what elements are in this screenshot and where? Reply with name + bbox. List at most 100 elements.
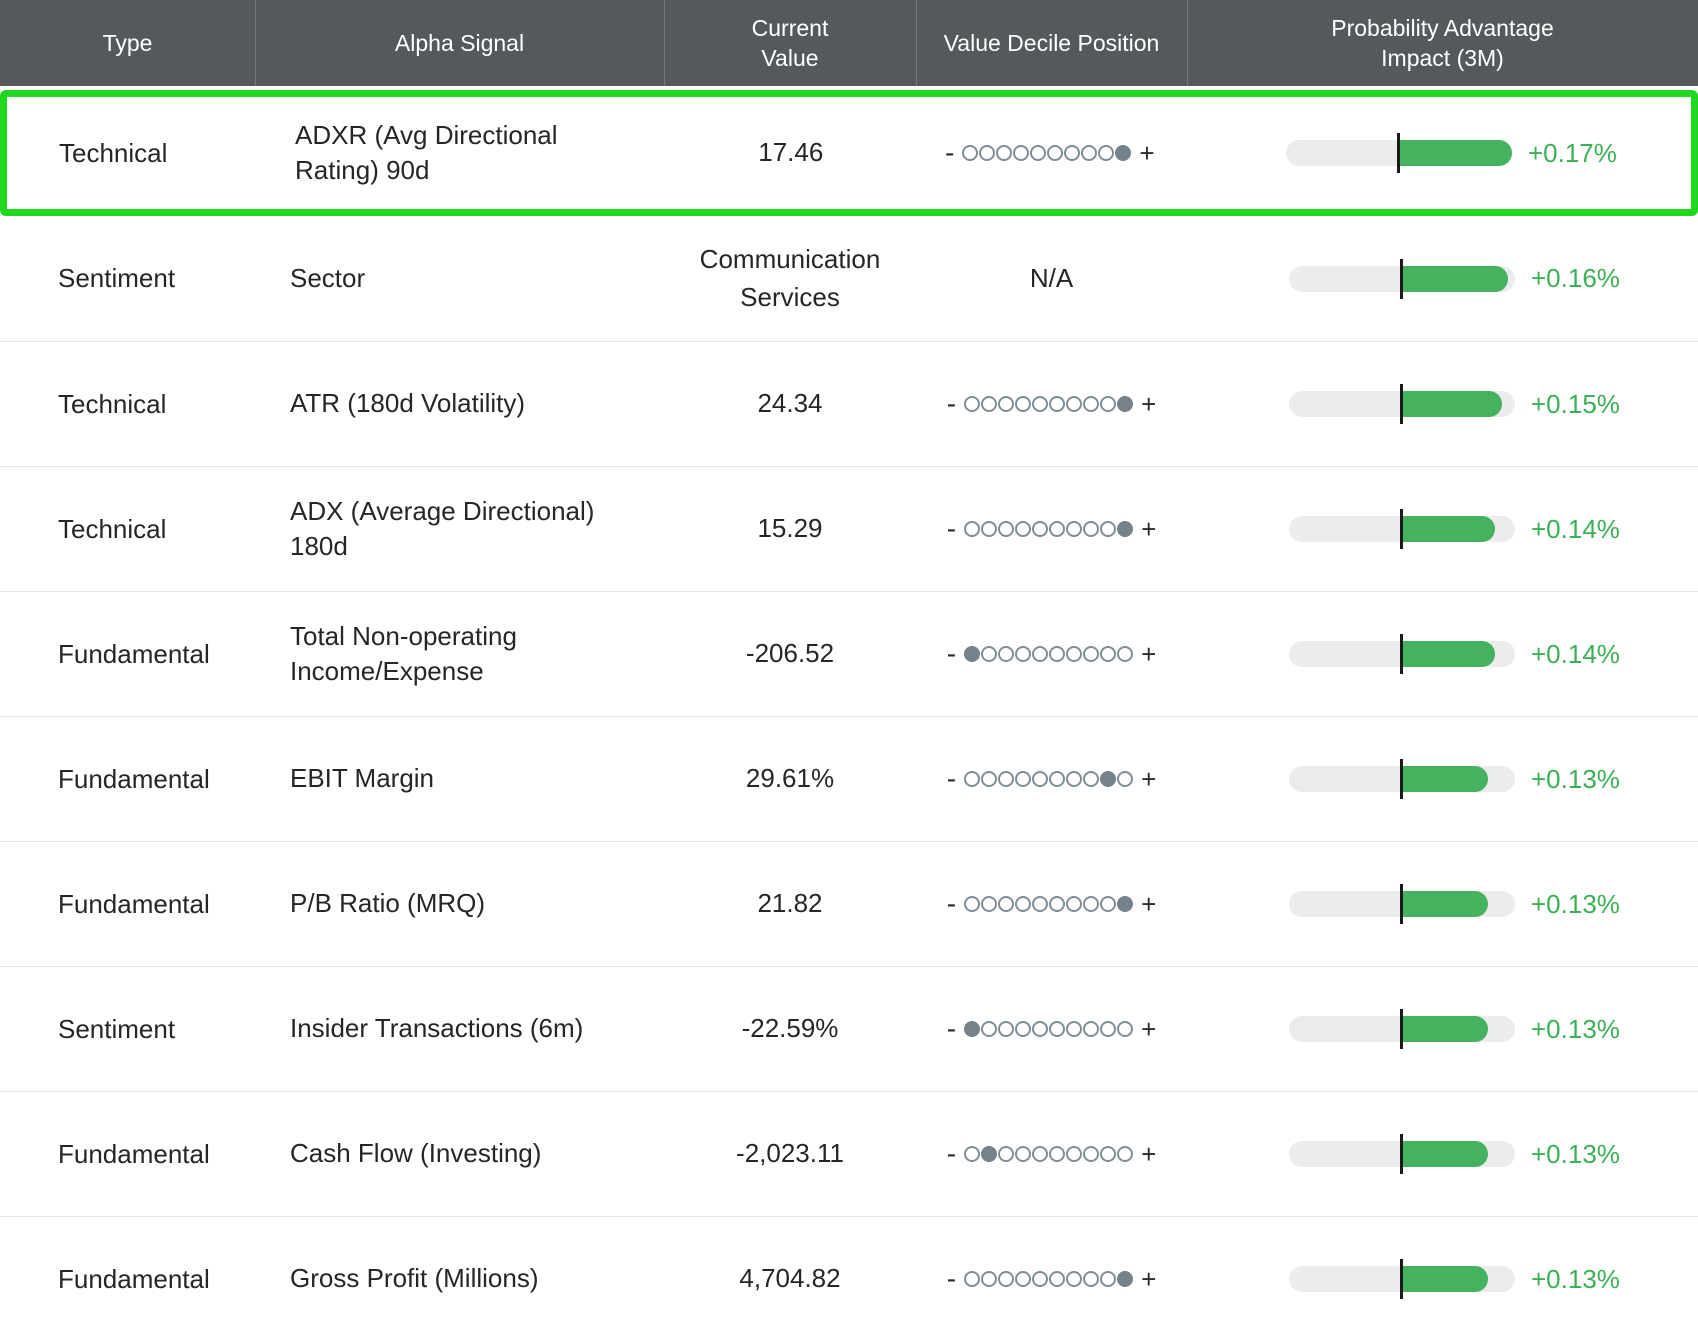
decile-dot bbox=[1015, 1271, 1032, 1287]
decile-dot bbox=[1100, 1271, 1117, 1287]
type-cell: Technical bbox=[0, 514, 255, 545]
decile-dot bbox=[998, 1146, 1015, 1162]
decile-dot bbox=[996, 145, 1013, 161]
decile-dot bbox=[1083, 1271, 1100, 1287]
decile-dot bbox=[998, 396, 1015, 412]
impact-bar-fill bbox=[1402, 265, 1508, 292]
table-row[interactable]: Fundamental Cash Flow (Investing) -2,023.1… bbox=[0, 1091, 1698, 1216]
decile-dot bbox=[1013, 145, 1030, 161]
impact-baseline-tick bbox=[1400, 1134, 1403, 1174]
decile-dot-filled bbox=[1115, 145, 1132, 161]
value-cell: 15.29 bbox=[664, 510, 916, 548]
current-value: 15.29 bbox=[757, 513, 823, 544]
decile-dots bbox=[964, 896, 1134, 912]
decile-minus-button[interactable]: - bbox=[946, 638, 957, 669]
decile-dot-filled bbox=[1117, 1271, 1134, 1287]
decile-dot bbox=[1049, 1146, 1066, 1162]
table-row[interactable]: Fundamental EBIT Margin 29.61% - + +0.13% bbox=[0, 716, 1698, 841]
decile-dot bbox=[1083, 646, 1100, 662]
decile-dot bbox=[1015, 771, 1032, 787]
signal-cell: EBIT Margin bbox=[255, 761, 664, 796]
decile-cell: - + bbox=[916, 640, 1187, 668]
decile-dot-filled bbox=[1117, 521, 1134, 537]
decile-plus-button[interactable]: + bbox=[1141, 514, 1157, 544]
decile-dot bbox=[1066, 1146, 1083, 1162]
table-row[interactable]: Technical ATR (180d Volatility) 24.34- + +0.… bbox=[0, 341, 1698, 466]
decile-plus-button[interactable]: + bbox=[1141, 389, 1157, 419]
type-label: Sentiment bbox=[58, 263, 176, 293]
impact-bar-fill bbox=[1402, 1266, 1488, 1292]
decile-plus-button[interactable]: + bbox=[1141, 1139, 1157, 1169]
signal-label: P/B Ratio (MRQ) bbox=[290, 888, 486, 919]
decile-cell: - + bbox=[916, 890, 1187, 918]
decile-dot bbox=[1100, 896, 1117, 912]
decile-dots bbox=[964, 1021, 1134, 1037]
impact-baseline-tick bbox=[1396, 133, 1400, 173]
decile-stepper: - + bbox=[947, 1015, 1157, 1043]
table-row[interactable]: Technical ADX (Average Directional) 180d 1… bbox=[0, 466, 1698, 591]
decile-cell: - + bbox=[916, 1140, 1187, 1168]
type-label: Fundamental bbox=[58, 763, 210, 794]
col-header-impact: Probability Advantage Impact (3M) bbox=[1187, 0, 1698, 86]
decile-stepper: - + bbox=[947, 640, 1157, 668]
type-label: Fundamental bbox=[58, 888, 210, 919]
signal-label: EBIT Margin bbox=[290, 763, 435, 794]
decile-dot bbox=[1066, 521, 1083, 537]
decile-dot bbox=[1032, 1146, 1049, 1162]
decile-plus-button[interactable]: + bbox=[1139, 138, 1155, 168]
impact-cell: +0.13% bbox=[1187, 1259, 1698, 1299]
decile-minus-button[interactable]: - bbox=[946, 763, 957, 794]
decile-minus-button[interactable]: - bbox=[946, 1263, 957, 1294]
impact-baseline-tick bbox=[1400, 509, 1403, 549]
decile-plus-button[interactable]: + bbox=[1141, 639, 1157, 669]
type-label: Fundamental bbox=[58, 638, 210, 669]
decile-dot bbox=[964, 521, 981, 537]
decile-dot bbox=[1083, 1021, 1100, 1037]
decile-dot bbox=[1081, 145, 1098, 161]
decile-plus-button[interactable]: + bbox=[1141, 1264, 1157, 1294]
decile-dots bbox=[964, 1271, 1134, 1287]
table-row[interactable]: Fundamental Gross Profit (Millions) 4,704.… bbox=[0, 1216, 1698, 1341]
signal-cell: Insider Transactions (6m) bbox=[255, 1011, 664, 1046]
decile-minus-button[interactable]: - bbox=[946, 888, 957, 919]
decile-dot bbox=[998, 896, 1015, 912]
type-cell: Fundamental bbox=[0, 889, 255, 920]
decile-dots bbox=[964, 521, 1134, 537]
impact-cell: +0.16% bbox=[1187, 258, 1698, 299]
decile-dot-filled bbox=[981, 1146, 998, 1162]
decile-dot bbox=[1049, 521, 1066, 537]
decile-cell: - + bbox=[916, 1265, 1187, 1293]
decile-plus-button[interactable]: + bbox=[1141, 764, 1157, 794]
impact-bar bbox=[1289, 1134, 1515, 1174]
decile-minus-button[interactable]: - bbox=[945, 137, 955, 168]
current-value: 24.34 bbox=[757, 388, 823, 419]
col-header-signal: Alpha Signal bbox=[255, 0, 664, 86]
impact-baseline-tick bbox=[1400, 1009, 1403, 1049]
table-row[interactable]: Sentiment Insider Transactions (6m) -22.59… bbox=[0, 966, 1698, 1091]
decile-minus-button[interactable]: - bbox=[946, 1013, 957, 1044]
table-body: Technical ADXR (Avg Directional Rating) 9… bbox=[0, 90, 1698, 1341]
current-value: 17.46 bbox=[758, 137, 824, 168]
decile-plus-button[interactable]: + bbox=[1141, 889, 1157, 919]
decile-minus-button[interactable]: - bbox=[946, 1138, 957, 1169]
decile-dot-filled bbox=[964, 646, 981, 662]
impact-value: +0.16% bbox=[1531, 263, 1620, 293]
decile-dot bbox=[1015, 646, 1032, 662]
highlighted-row[interactable]: Technical ADXR (Avg Directional Rating) 9… bbox=[0, 90, 1698, 216]
col-header-decile: Value Decile Position bbox=[916, 0, 1187, 86]
table-row[interactable]: Sentiment Sector Communication Services N/A… bbox=[0, 216, 1698, 341]
impact-bar bbox=[1289, 759, 1515, 799]
impact-baseline-tick bbox=[1400, 634, 1403, 674]
decile-dots bbox=[962, 145, 1132, 161]
decile-minus-button[interactable]: - bbox=[946, 513, 957, 544]
signal-label: ADXR (Avg Directional Rating) 90d bbox=[295, 119, 558, 185]
signal-label: ADX (Average Directional) 180d bbox=[290, 495, 595, 561]
decile-plus-button[interactable]: + bbox=[1141, 1014, 1157, 1044]
signal-cell: ADXR (Avg Directional Rating) 90d bbox=[260, 118, 666, 188]
decile-minus-button[interactable]: - bbox=[946, 388, 957, 419]
decile-dot bbox=[1032, 771, 1049, 787]
signal-label: Cash Flow (Investing) bbox=[290, 1138, 542, 1169]
table-row[interactable]: Fundamental P/B Ratio (MRQ) 21.82- + +0.13% bbox=[0, 841, 1698, 966]
table-row[interactable]: Fundamental Total Non-operating Income/Ex… bbox=[0, 591, 1698, 716]
